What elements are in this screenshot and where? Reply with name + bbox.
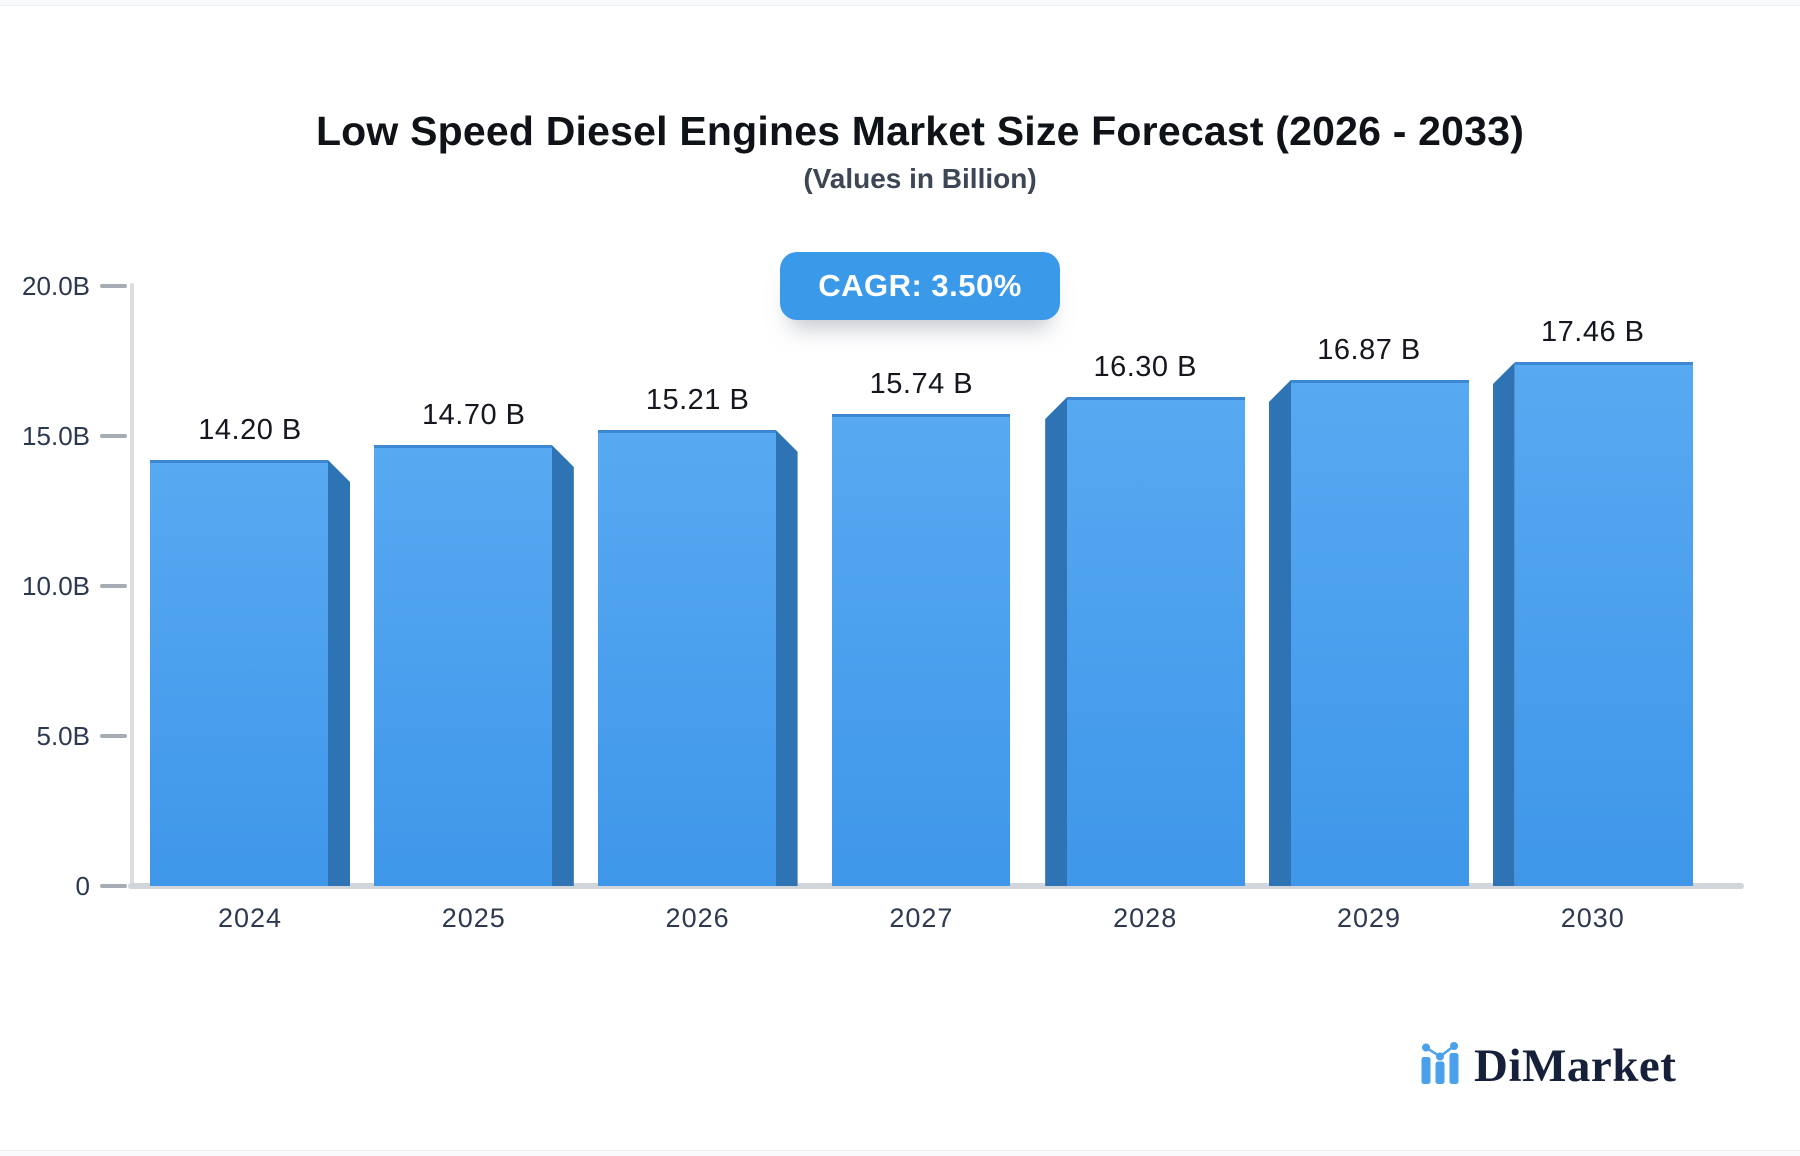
y-tick-0	[100, 884, 127, 888]
y-axis-line	[130, 283, 134, 888]
bar-value-2024: 14.20 B	[198, 414, 302, 446]
bar-2025-side-face	[551, 445, 574, 886]
bar-2030	[1514, 362, 1693, 886]
bar-2028-side-face	[1045, 397, 1068, 886]
chart-subtitle: (Values in Billion)	[803, 163, 1037, 194]
y-tick-label-10.0B: 10.0B	[22, 571, 90, 601]
bar-line-chart-icon	[1421, 1042, 1459, 1084]
bar-2024-side-face	[328, 460, 350, 886]
bar-2027	[832, 413, 1011, 886]
cagr-badge-row: CAGR: 3.50%	[95, 252, 1745, 320]
bar-2026	[597, 429, 776, 886]
y-tick-15.0B	[100, 434, 127, 438]
y-tick-label-0: 0	[75, 871, 90, 901]
page-bottom-edge	[0, 1150, 1800, 1156]
bar-2029	[1291, 379, 1469, 886]
y-tick-label-15.0B: 15.0B	[22, 421, 90, 451]
bar-value-2030: 17.46 B	[1541, 316, 1645, 349]
bar-2028	[1067, 397, 1246, 886]
bar-2025	[373, 445, 552, 886]
y-tick-label-5.0B: 5.0B	[36, 721, 91, 751]
y-tick-10.0B	[100, 584, 127, 588]
page-top-edge	[0, 0, 1800, 6]
y-tick-label-20.0B: 20.0B	[22, 271, 90, 301]
bar-2030-side-face	[1492, 362, 1515, 886]
bar-value-2026: 15.21 B	[645, 383, 750, 416]
y-tick-5.0B	[100, 734, 127, 738]
x-label-2029: 2029	[1336, 903, 1402, 933]
y-tick-20.0B	[100, 284, 127, 288]
bar-value-2027: 15.74 B	[869, 367, 974, 400]
x-label-2030: 2030	[1560, 903, 1625, 933]
bar-2024	[150, 460, 328, 886]
x-label-2024: 2024	[217, 903, 283, 933]
x-label-2025: 2025	[441, 903, 506, 933]
bar-value-2025: 14.70 B	[422, 399, 526, 431]
x-label-2026: 2026	[665, 903, 730, 933]
chart-title: Low Speed Diesel Engines Market Size For…	[315, 108, 1525, 154]
bar-value-2029: 16.87 B	[1317, 333, 1421, 366]
cagr-badge: CAGR: 3.50%	[780, 252, 1060, 320]
brand-name: DiMarket	[1474, 1040, 1677, 1092]
brand-logo: DiMarket	[1421, 1040, 1676, 1090]
bar-2026-side-face	[775, 429, 798, 886]
bar-2029-side-face	[1269, 379, 1291, 886]
bar-value-2028: 16.30 B	[1093, 351, 1197, 383]
x-label-2028: 2028	[1113, 903, 1178, 933]
x-axis-baseline	[128, 883, 1744, 889]
x-label-2027: 2027	[889, 903, 954, 933]
